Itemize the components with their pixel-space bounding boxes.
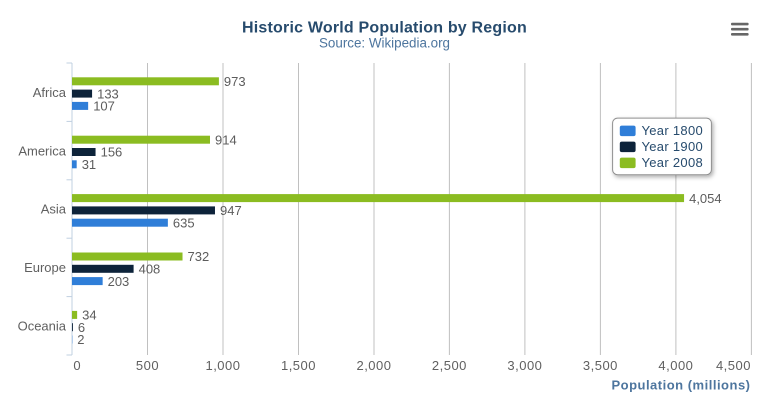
svg-text:Year 1800: Year 1800 <box>642 123 704 138</box>
svg-text:156: 156 <box>101 145 123 160</box>
svg-text:203: 203 <box>108 274 130 289</box>
svg-text:947: 947 <box>220 203 242 218</box>
svg-text:Asia: Asia <box>41 202 67 217</box>
svg-text:1,000: 1,000 <box>205 358 240 373</box>
svg-text:732: 732 <box>188 249 210 264</box>
svg-text:107: 107 <box>93 99 115 114</box>
svg-text:Historic World Population by R: Historic World Population by Region <box>242 20 527 37</box>
svg-text:2,500: 2,500 <box>432 358 467 373</box>
svg-text:3,500: 3,500 <box>583 358 618 373</box>
svg-text:973: 973 <box>224 74 246 89</box>
svg-text:31: 31 <box>82 157 96 172</box>
svg-text:635: 635 <box>173 215 195 230</box>
svg-text:914: 914 <box>215 132 237 147</box>
svg-text:4,000: 4,000 <box>658 358 693 373</box>
svg-text:4,500: 4,500 <box>716 358 751 373</box>
svg-text:133: 133 <box>97 86 119 101</box>
svg-text:3,000: 3,000 <box>507 358 542 373</box>
svg-text:4,054: 4,054 <box>689 191 722 206</box>
svg-text:6: 6 <box>78 320 85 335</box>
svg-text:500: 500 <box>136 358 159 373</box>
svg-text:Source: Wikipedia.org: Source: Wikipedia.org <box>319 35 450 50</box>
svg-text:1,500: 1,500 <box>281 358 316 373</box>
svg-text:Oceania: Oceania <box>18 319 67 334</box>
svg-text:34: 34 <box>82 308 96 323</box>
svg-text:408: 408 <box>139 262 161 277</box>
svg-text:Year 2008: Year 2008 <box>642 155 704 170</box>
svg-text:2,000: 2,000 <box>356 358 391 373</box>
svg-text:America: America <box>18 143 66 158</box>
svg-text:Population (millions): Population (millions) <box>611 378 750 393</box>
svg-text:2: 2 <box>77 332 84 347</box>
svg-text:Africa: Africa <box>33 85 67 100</box>
svg-text:0: 0 <box>73 358 80 373</box>
svg-text:Europe: Europe <box>24 260 66 275</box>
svg-text:Year 1900: Year 1900 <box>642 139 704 154</box>
